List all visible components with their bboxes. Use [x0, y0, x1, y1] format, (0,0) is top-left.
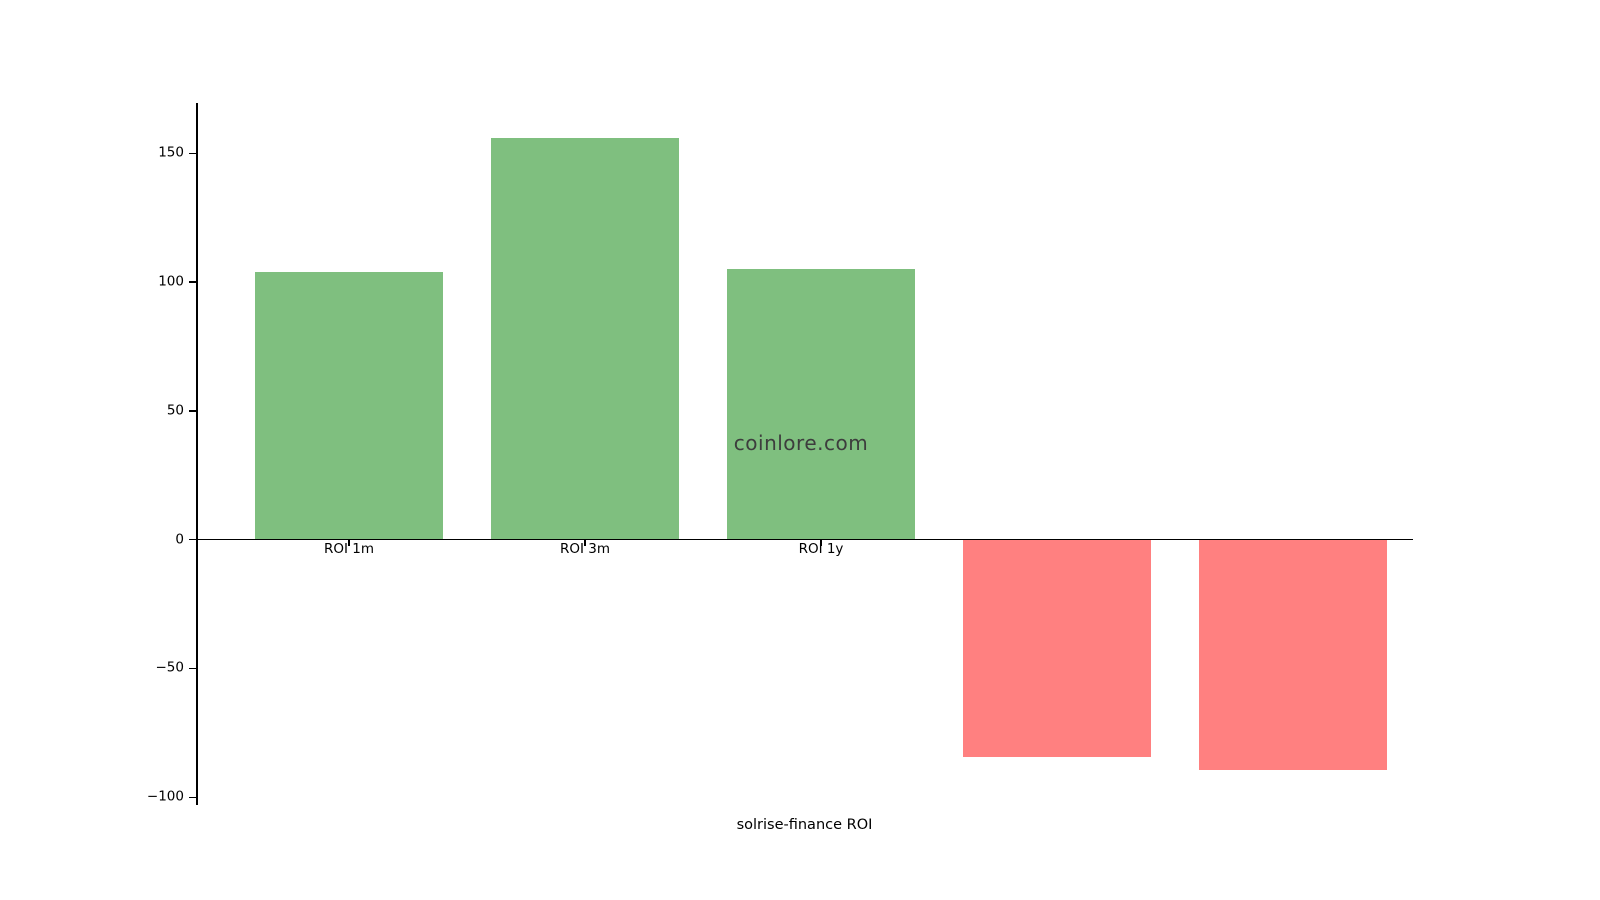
- x-axis-zero-line: [196, 538, 1413, 541]
- x-tick-label-1: ROI 1m: [323, 540, 375, 557]
- x-tick-mark-1: [348, 539, 350, 546]
- x-tick-mark-3: [820, 539, 822, 546]
- y-tick-label-150: 150: [158, 144, 184, 161]
- bar-4: [963, 540, 1151, 757]
- bar-3-roi-1y: [727, 269, 915, 540]
- y-tick-label-50: 50: [166, 402, 184, 419]
- y-tick-mark-150: [189, 152, 196, 154]
- y-tick-label--100: −100: [146, 788, 184, 805]
- y-tick-mark-100: [189, 281, 196, 283]
- x-axis-title: solrise-finance ROI: [736, 817, 873, 833]
- bar-5: [1199, 540, 1387, 770]
- y-tick-mark--50: [189, 667, 196, 670]
- x-tick-mark-2: [584, 539, 586, 546]
- y-tick-label-100: 100: [158, 273, 184, 290]
- y-tick-label--50: −50: [155, 659, 185, 676]
- y-tick-mark-50: [189, 410, 196, 412]
- y-tick-label-0: 0: [175, 530, 184, 547]
- y-tick-mark--100: [189, 796, 196, 798]
- bar-2-roi-3m: [491, 137, 679, 540]
- y-axis-spine: [196, 103, 198, 805]
- y-tick-mark-0: [189, 538, 196, 541]
- x-tick-label-3: ROI 1y: [798, 540, 844, 557]
- bar-1-roi-1m: [255, 271, 443, 540]
- watermark-text: coinlore.com: [733, 431, 869, 455]
- x-tick-label-2: ROI 3m: [559, 540, 611, 557]
